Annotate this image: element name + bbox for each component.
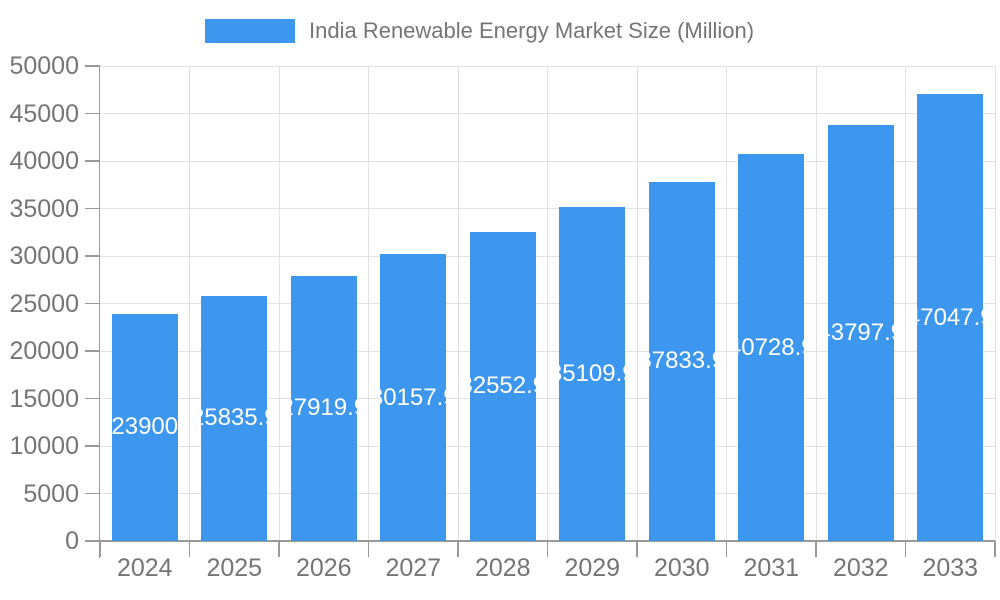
y-tick-label-15000: 15000 bbox=[9, 384, 79, 413]
x-axis-tick bbox=[457, 541, 459, 557]
bar-2030: 37833.9 bbox=[648, 181, 715, 541]
gridline-vertical bbox=[994, 66, 996, 541]
bar-2031: 40728.9 bbox=[738, 154, 805, 541]
bar-value-label: 30157.9 bbox=[380, 383, 446, 411]
y-tick-label-50000: 50000 bbox=[9, 52, 79, 80]
y-tick-label-35000: 35000 bbox=[9, 194, 79, 223]
x-tick-label-2028: 2028 bbox=[474, 554, 531, 582]
gridline-vertical bbox=[815, 66, 817, 541]
bar-2024: 23900 bbox=[111, 313, 178, 541]
x-tick-label-2033: 2033 bbox=[922, 554, 979, 582]
y-axis-tick bbox=[85, 112, 100, 115]
x-tick-label-2027: 2027 bbox=[385, 554, 442, 582]
x-axis-tick bbox=[367, 541, 370, 557]
x-tick-label-2032: 2032 bbox=[832, 554, 889, 582]
bar-value-label: 47047.9 bbox=[917, 303, 983, 331]
y-axis-tick bbox=[85, 492, 100, 495]
x-tick-label-2025: 2025 bbox=[206, 554, 263, 582]
bar-2033: 47047.9 bbox=[917, 94, 984, 541]
y-axis-tick bbox=[85, 255, 100, 257]
y-tick-label-10000: 10000 bbox=[9, 432, 79, 460]
gridline-vertical bbox=[547, 66, 548, 541]
x-axis-tick bbox=[188, 541, 191, 557]
y-axis-tick bbox=[85, 160, 100, 162]
gridline-vertical bbox=[189, 66, 190, 541]
y-tick-label-25000: 25000 bbox=[9, 289, 79, 318]
y-tick-label-5000: 5000 bbox=[23, 479, 79, 508]
y-axis-tick bbox=[85, 540, 100, 542]
legend-swatch-icon bbox=[205, 19, 295, 43]
x-axis-tick bbox=[99, 541, 101, 557]
bar-2028: 32552.9 bbox=[469, 231, 536, 541]
y-axis-tick bbox=[85, 207, 100, 210]
bar-2027: 30157.9 bbox=[380, 254, 447, 541]
x-tick-label-2029: 2029 bbox=[564, 554, 621, 582]
bar-value-label: 40728.9 bbox=[738, 333, 804, 361]
y-axis-tick bbox=[85, 65, 100, 67]
gridline-vertical bbox=[457, 66, 459, 541]
x-axis-tick bbox=[725, 541, 728, 557]
y-tick-label-40000: 40000 bbox=[9, 147, 79, 175]
gridline-vertical bbox=[368, 66, 369, 541]
bar-value-label: 35109.9 bbox=[559, 360, 625, 388]
y-axis-tick bbox=[85, 350, 100, 352]
y-axis-tick bbox=[85, 397, 100, 400]
x-tick-label-2030: 2030 bbox=[653, 554, 710, 582]
y-axis-line bbox=[98, 66, 100, 558]
gridline-vertical bbox=[636, 66, 638, 541]
legend[interactable]: India Renewable Energy Market Size (Mill… bbox=[205, 19, 754, 43]
y-tick-label-20000: 20000 bbox=[9, 337, 79, 365]
x-axis-tick bbox=[904, 541, 907, 557]
x-axis-tick bbox=[546, 541, 549, 557]
bar-value-label: 27919.9 bbox=[291, 394, 357, 422]
x-axis-tick bbox=[815, 541, 817, 557]
bar-value-label: 37833.9 bbox=[649, 347, 715, 375]
y-tick-label-0: 0 bbox=[65, 527, 79, 555]
bar-2029: 35109.9 bbox=[559, 207, 626, 541]
x-axis-tick bbox=[636, 541, 638, 557]
gridline-vertical bbox=[726, 66, 727, 541]
bar-value-label: 25835.9 bbox=[201, 404, 267, 432]
x-tick-label-2024: 2024 bbox=[116, 554, 173, 582]
legend-label: India Renewable Energy Market Size (Mill… bbox=[309, 18, 755, 43]
y-tick-label-45000: 45000 bbox=[9, 99, 79, 128]
x-axis-tick bbox=[994, 541, 996, 557]
x-axis-line bbox=[100, 540, 995, 542]
bar-2026: 27919.9 bbox=[290, 275, 357, 541]
gridline-vertical bbox=[278, 66, 280, 541]
y-axis-tick bbox=[85, 445, 100, 447]
bar-value-label: 32552.9 bbox=[470, 372, 536, 400]
x-tick-label-2026: 2026 bbox=[295, 554, 352, 582]
y-axis-tick bbox=[85, 302, 100, 305]
bar-2025: 25835.9 bbox=[201, 295, 268, 541]
gridline-vertical bbox=[905, 66, 906, 541]
bar-value-label: 23900 bbox=[111, 413, 178, 441]
x-axis-tick bbox=[278, 541, 280, 557]
bar-2032: 43797.9 bbox=[827, 124, 894, 541]
y-tick-label-30000: 30000 bbox=[9, 242, 79, 270]
bar-value-label: 43797.9 bbox=[828, 318, 894, 346]
x-tick-label-2031: 2031 bbox=[743, 554, 800, 582]
